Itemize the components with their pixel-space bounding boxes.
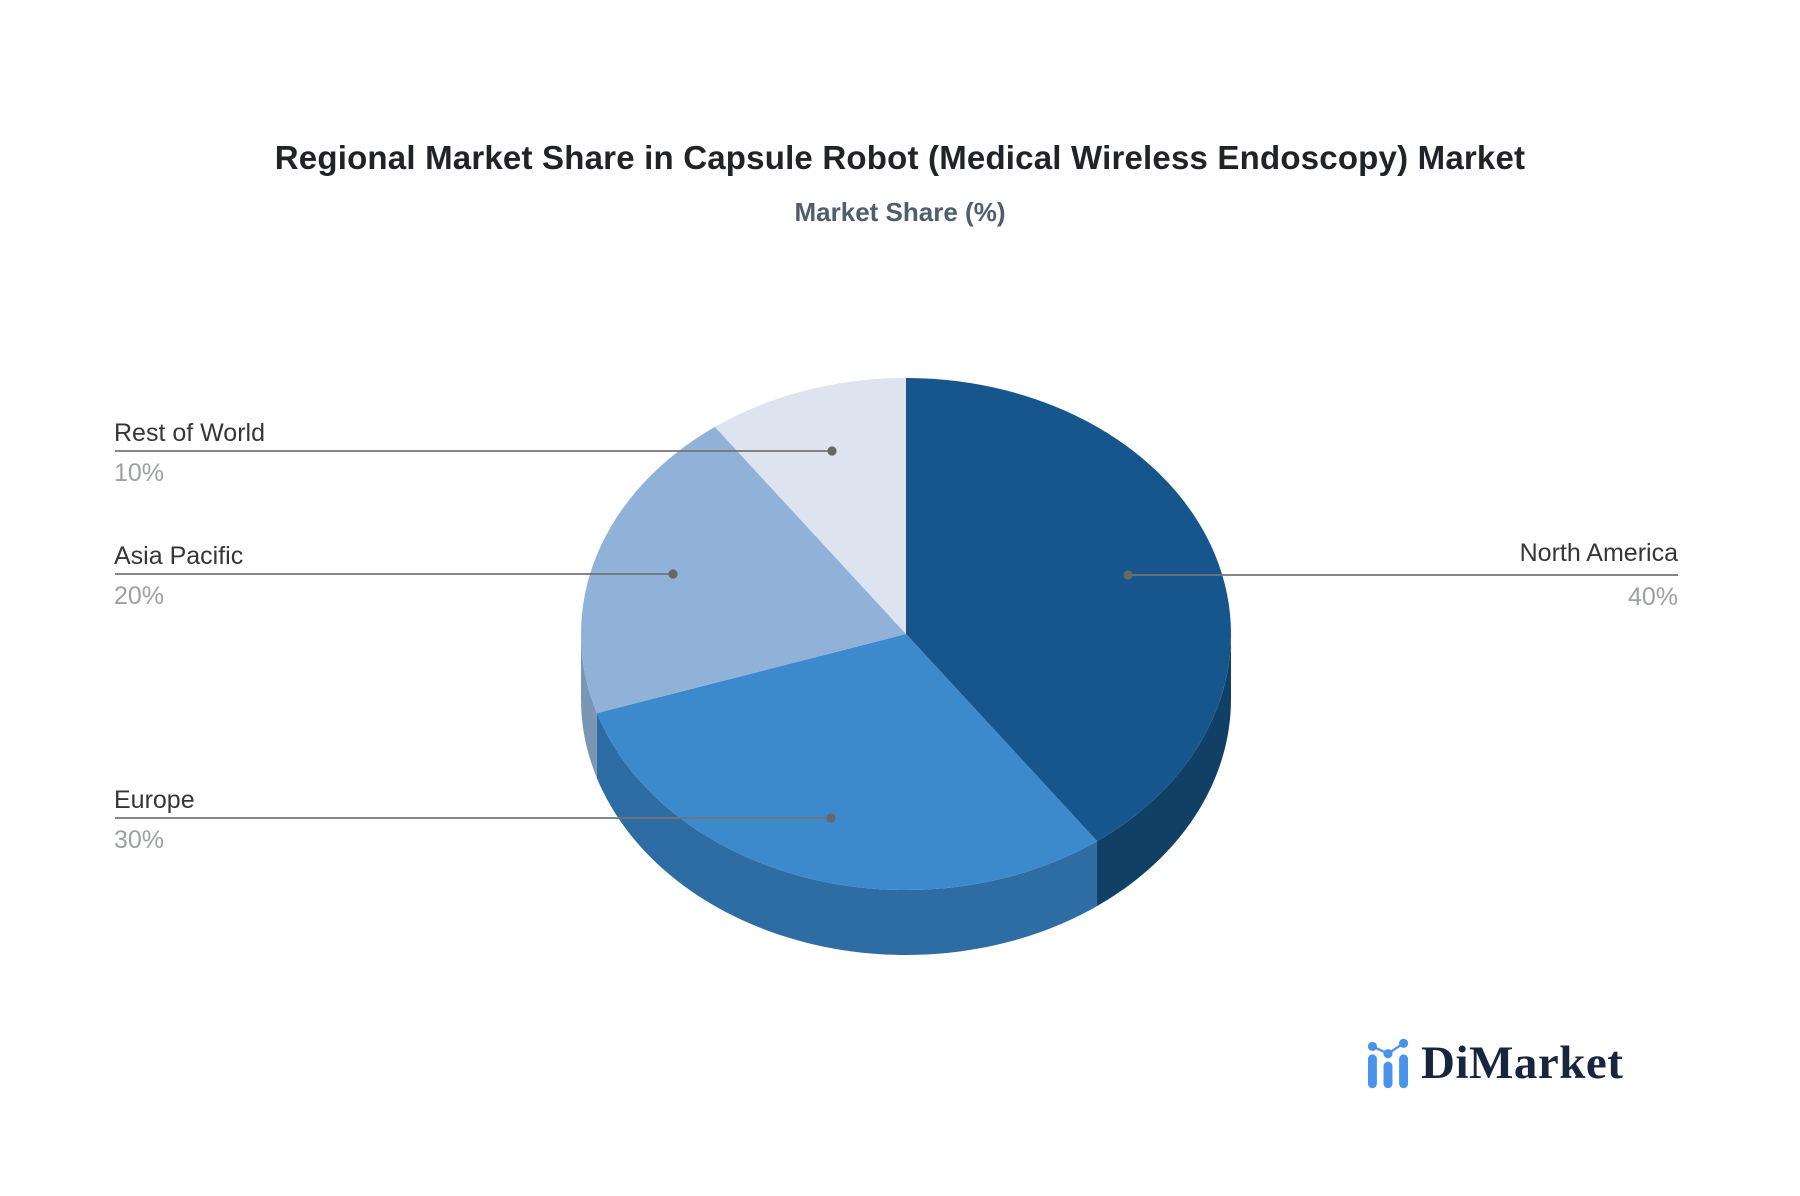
pie-slice-north-america[interactable] — [906, 378, 1232, 842]
pie-slice-side — [581, 634, 597, 779]
pie-slice-rest-of-world[interactable] — [714, 378, 906, 634]
pie-slices — [581, 378, 1232, 891]
leader-dot — [826, 813, 836, 823]
bar-chart-logo-icon — [1367, 1038, 1409, 1089]
pie-3d-sides — [581, 634, 1231, 955]
leader-dot — [668, 569, 678, 579]
value-asia-pacific: 20% — [114, 582, 165, 610]
value-europe: 30% — [114, 826, 165, 854]
pie-slice-side — [1097, 634, 1231, 907]
label-north-america: North America — [1519, 539, 1678, 567]
pie-slice-europe[interactable] — [596, 634, 1098, 891]
pie-slice-side — [596, 713, 1098, 955]
value-rest-of-world: 10% — [114, 459, 165, 487]
label-europe: Europe — [114, 786, 195, 814]
label-rest-of-world: Rest of World — [114, 419, 265, 447]
pie-slice-asia-pacific[interactable] — [581, 426, 906, 714]
chart-title: Regional Market Share in Capsule Robot (… — [274, 139, 1526, 176]
brand-name: DiMarket — [1421, 1036, 1624, 1089]
value-north-america: 40% — [1627, 583, 1678, 611]
leader-dot — [827, 446, 837, 456]
brand-logo: DiMarket — [1365, 1036, 1623, 1090]
callout-leader-lines — [115, 446, 1678, 823]
label-asia-pacific: Asia Pacific — [114, 542, 244, 570]
chart-subtitle: Market Share (%) — [794, 197, 1006, 227]
leader-dot — [1123, 570, 1133, 580]
